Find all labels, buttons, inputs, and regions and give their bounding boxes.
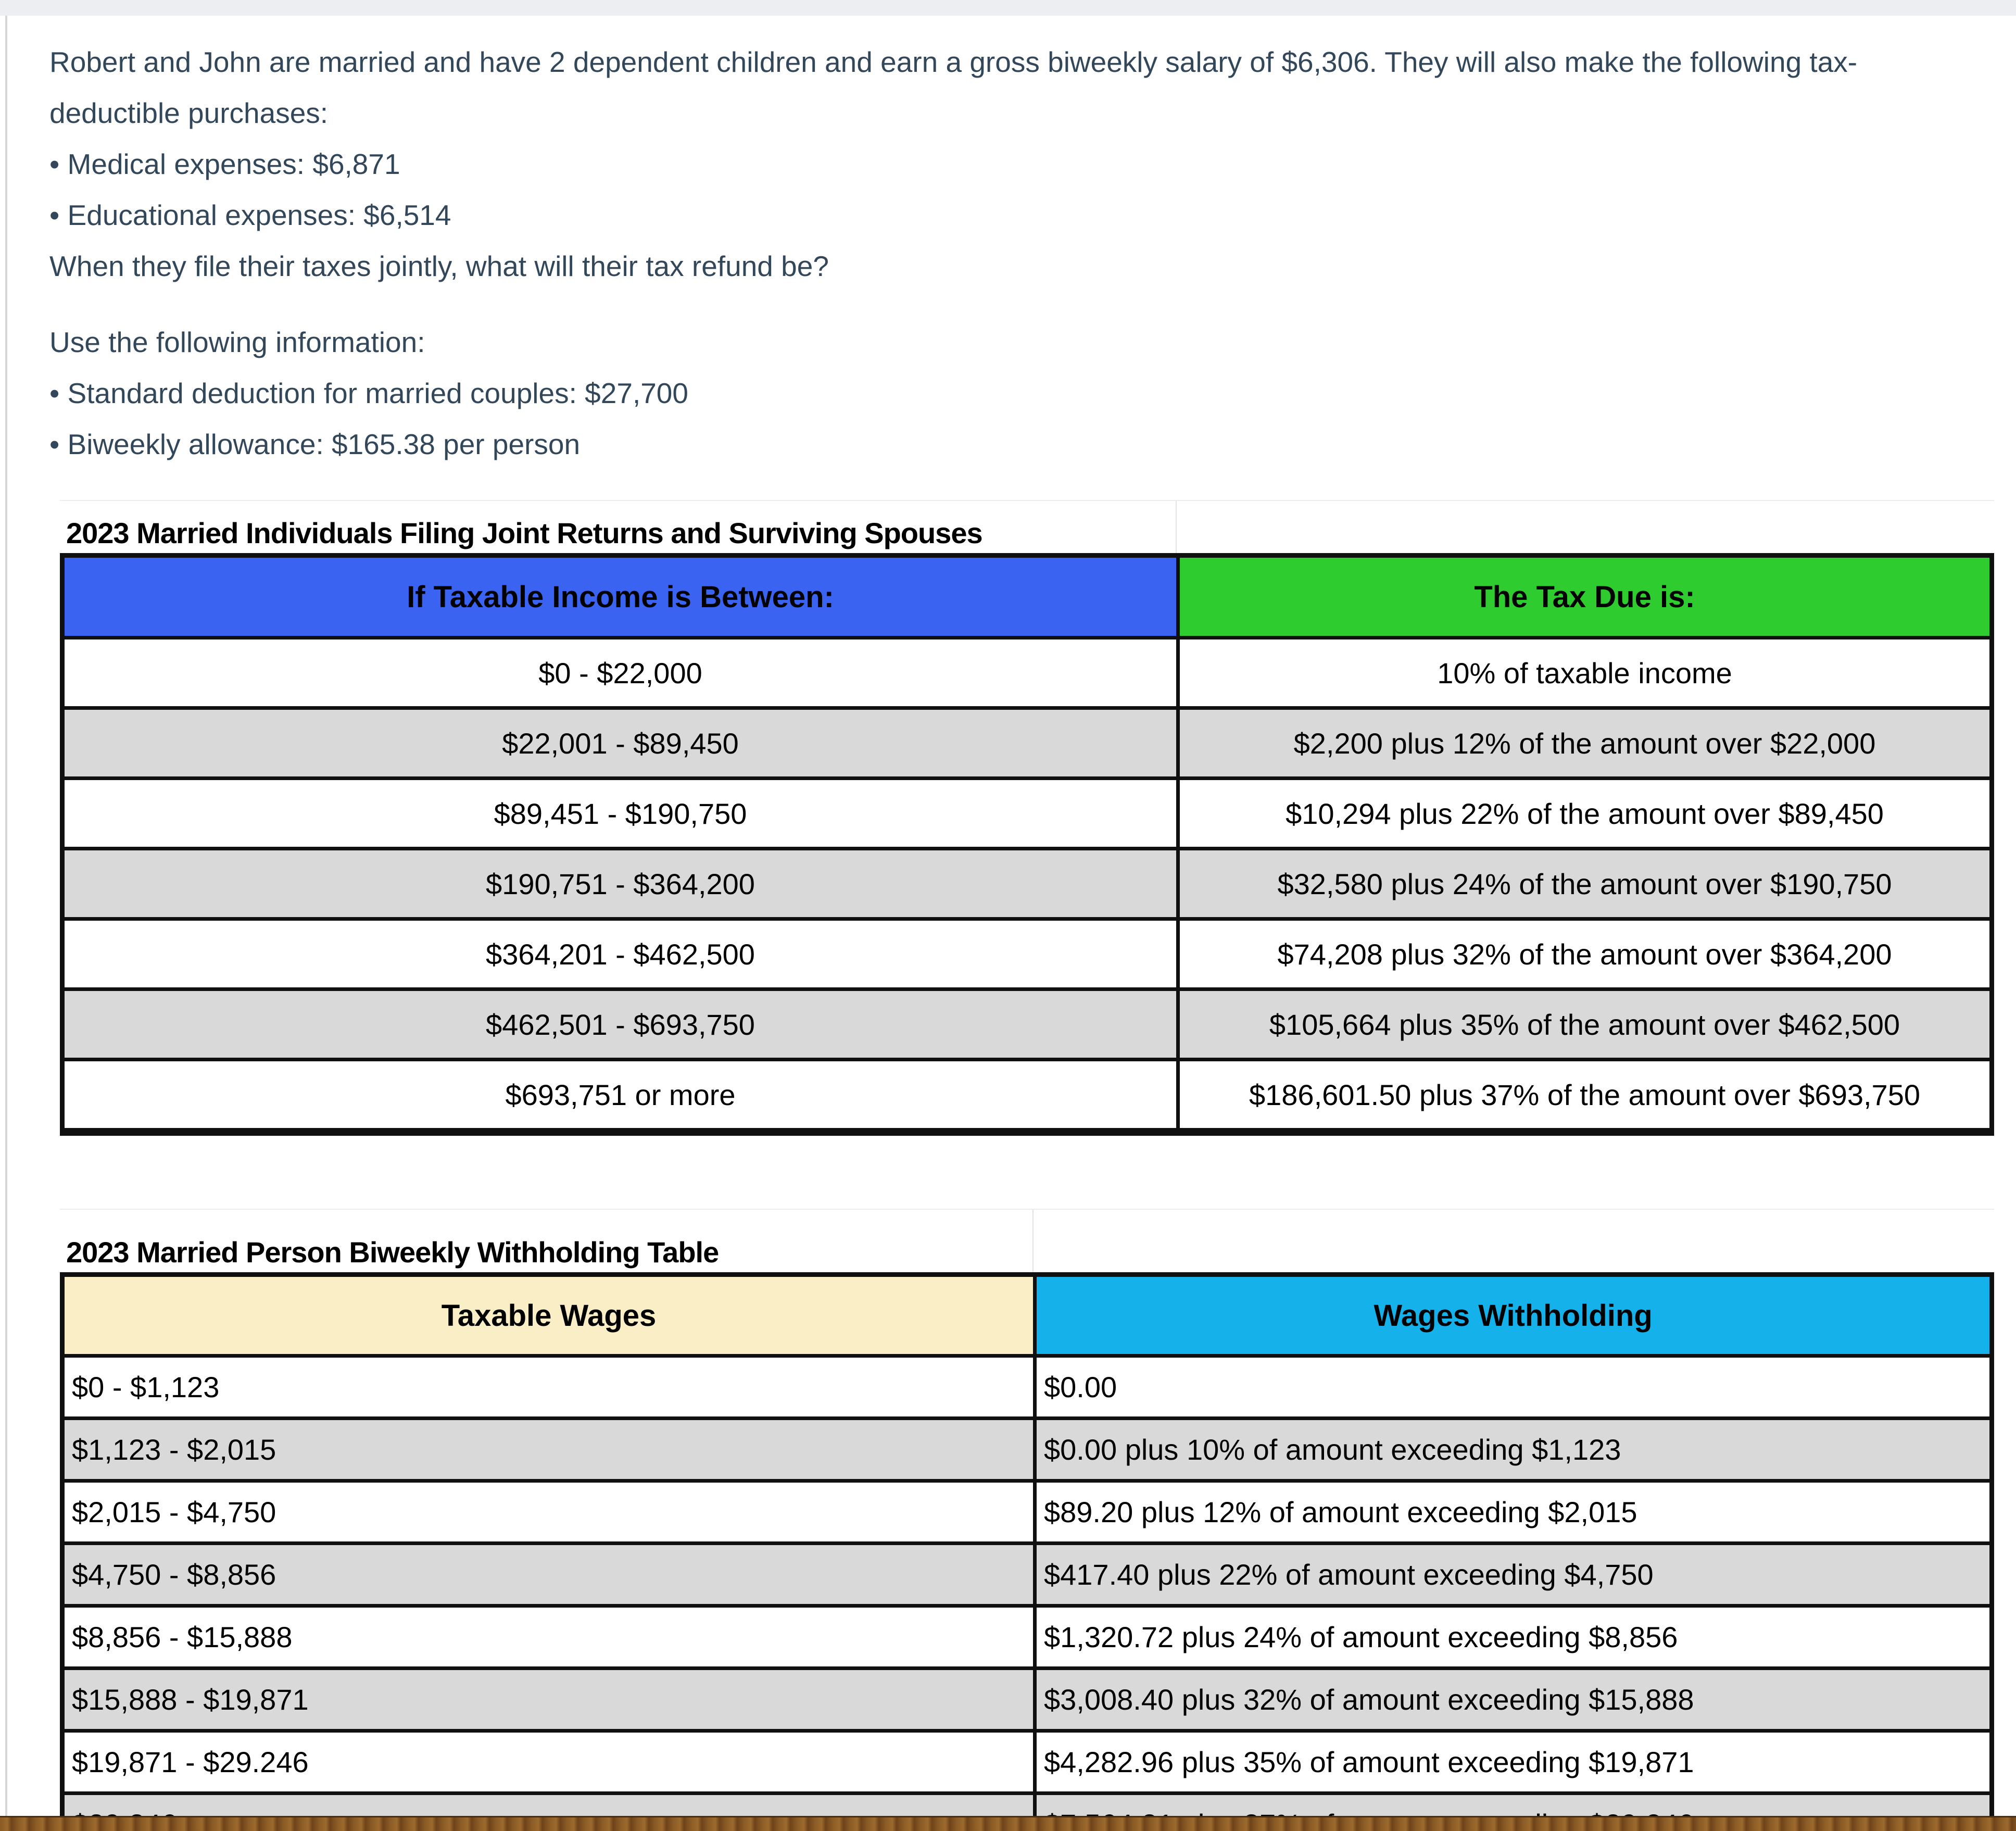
question-content: Robert and John are married and have 2 d… <box>49 16 1997 1831</box>
table-row: $15,888 - $19,871 $3,008.40 plus 32% of … <box>60 1666 1994 1733</box>
wages-range-cell: $2,015 - $4,750 <box>60 1479 1037 1545</box>
tax-due-cell: $32,580 plus 24% of the amount over $190… <box>1176 847 1994 921</box>
header-row: Taxable Wages Wages Withholding <box>60 1273 1994 1358</box>
info-bullet-list: Standard deduction for married couples: … <box>49 368 1981 470</box>
wages-range-cell: $19,871 - $29.246 <box>60 1729 1037 1795</box>
wages-range-cell: $8,856 - $15,888 <box>60 1604 1037 1670</box>
withholding-table: Taxable Wages Wages Withholding $0 - $1,… <box>60 1272 1994 1831</box>
wages-range-cell: $15,888 - $19,871 <box>60 1666 1037 1733</box>
table-row: $693,751 or more $186,601.50 plus 37% of… <box>60 1058 1994 1134</box>
tax-bracket-table-section: 2023 Married Individuals Filing Joint Re… <box>60 500 1994 1136</box>
spreadsheet-gridline <box>1176 501 1177 553</box>
bullet-item: Educational expenses: $6,514 <box>49 190 1981 241</box>
withholding-table-title: 2023 Married Person Biweekly Withholding… <box>66 1236 719 1269</box>
left-page-border <box>5 16 7 1817</box>
income-range-cell: $22,001 - $89,450 <box>60 706 1180 780</box>
withholding-cell: $417.40 plus 22% of amount exceeding $4,… <box>1033 1541 1994 1608</box>
tax-due-cell: $2,200 plus 12% of the amount over $22,0… <box>1176 706 1994 780</box>
expense-bullet-list: Medical expenses: $6,871 Educational exp… <box>49 139 1981 241</box>
withholding-cell: $89.20 plus 12% of amount exceeding $2,0… <box>1033 1479 1994 1545</box>
withholding-cell: $3,008.40 plus 32% of amount exceeding $… <box>1033 1666 1994 1733</box>
bullet-item: Medical expenses: $6,871 <box>49 139 1981 190</box>
question-intro: Robert and John are married and have 2 d… <box>49 46 1858 129</box>
table-row: $0 - $22,000 10% of taxable income <box>60 636 1994 710</box>
tax-table-title-row: 2023 Married Individuals Filing Joint Re… <box>60 500 1994 553</box>
tax-due-cell: $186,601.50 plus 37% of the amount over … <box>1176 1058 1994 1134</box>
withholding-cell: $1,320.72 plus 24% of amount exceeding $… <box>1033 1604 1994 1670</box>
table-row: $190,751 - $364,200 $32,580 plus 24% of … <box>60 847 1994 921</box>
header-row: If Taxable Income is Between: The Tax Du… <box>60 554 1994 639</box>
wages-range-cell: $0 - $1,123 <box>60 1354 1037 1420</box>
tax-due-cell: $74,208 plus 32% of the amount over $364… <box>1176 917 1994 991</box>
question-block: Robert and John are married and have 2 d… <box>49 36 1981 470</box>
wages-range-cell: $29.246 or more <box>60 1791 1037 1831</box>
table-row: $22,001 - $89,450 $2,200 plus 12% of the… <box>60 706 1994 780</box>
income-range-cell: $693,751 or more <box>60 1058 1180 1134</box>
table-row: $364,201 - $462,500 $74,208 plus 32% of … <box>60 917 1994 991</box>
tax-due-cell: $105,664 plus 35% of the amount over $46… <box>1176 987 1994 1061</box>
wages-range-cell: $1,123 - $2,015 <box>60 1416 1037 1483</box>
question-prompt: When they file their taxes jointly, what… <box>49 250 829 282</box>
bullet-item: Biweekly allowance: $165.38 per person <box>49 419 1981 470</box>
withholding-table-section: 2023 Married Person Biweekly Withholding… <box>60 1209 1994 1831</box>
tax-due-cell: $10,294 plus 22% of the amount over $89,… <box>1176 776 1994 850</box>
spreadsheet-gridline <box>1032 1210 1034 1272</box>
bullet-item: Standard deduction for married couples: … <box>49 368 1981 419</box>
table-row: $0 - $1,123 $0.00 <box>60 1354 1994 1420</box>
income-range-cell: $0 - $22,000 <box>60 636 1180 710</box>
wages-range-cell: $4,750 - $8,856 <box>60 1541 1037 1608</box>
withholding-cell: $0.00 <box>1033 1354 1994 1420</box>
income-range-cell: $190,751 - $364,200 <box>60 847 1180 921</box>
table-row: $19,871 - $29.246 $4,282.96 plus 35% of … <box>60 1729 1994 1795</box>
top-window-strip <box>0 0 2016 16</box>
income-range-header: If Taxable Income is Between: <box>60 554 1180 639</box>
table-row: $89,451 - $190,750 $10,294 plus 22% of t… <box>60 776 1994 850</box>
tax-due-cell: 10% of taxable income <box>1176 636 1994 710</box>
withholding-cell: $4,282.96 plus 35% of amount exceeding $… <box>1033 1729 1994 1795</box>
withholding-cell: $0.00 plus 10% of amount exceeding $1,12… <box>1033 1416 1994 1483</box>
table-row: $462,501 - $693,750 $105,664 plus 35% of… <box>60 987 1994 1061</box>
income-range-cell: $462,501 - $693,750 <box>60 987 1180 1061</box>
tax-table-title: 2023 Married Individuals Filing Joint Re… <box>66 517 983 549</box>
table-row: $8,856 - $15,888 $1,320.72 plus 24% of a… <box>60 1604 1994 1670</box>
table-row: $2,015 - $4,750 $89.20 plus 12% of amoun… <box>60 1479 1994 1545</box>
income-range-cell: $364,201 - $462,500 <box>60 917 1180 991</box>
desktop-wood-strip <box>0 1816 2016 1831</box>
tax-bracket-table: If Taxable Income is Between: The Tax Du… <box>60 553 1994 1136</box>
wages-withholding-header: Wages Withholding <box>1033 1273 1994 1358</box>
table-row: $4,750 - $8,856 $417.40 plus 22% of amou… <box>60 1541 1994 1608</box>
income-range-cell: $89,451 - $190,750 <box>60 776 1180 850</box>
info-heading: Use the following information: <box>49 326 425 358</box>
table-row: $1,123 - $2,015 $0.00 plus 10% of amount… <box>60 1416 1994 1483</box>
tax-due-header: The Tax Due is: <box>1176 554 1994 639</box>
taxable-wages-header: Taxable Wages <box>60 1273 1037 1358</box>
withholding-table-title-row: 2023 Married Person Biweekly Withholding… <box>60 1209 1994 1272</box>
